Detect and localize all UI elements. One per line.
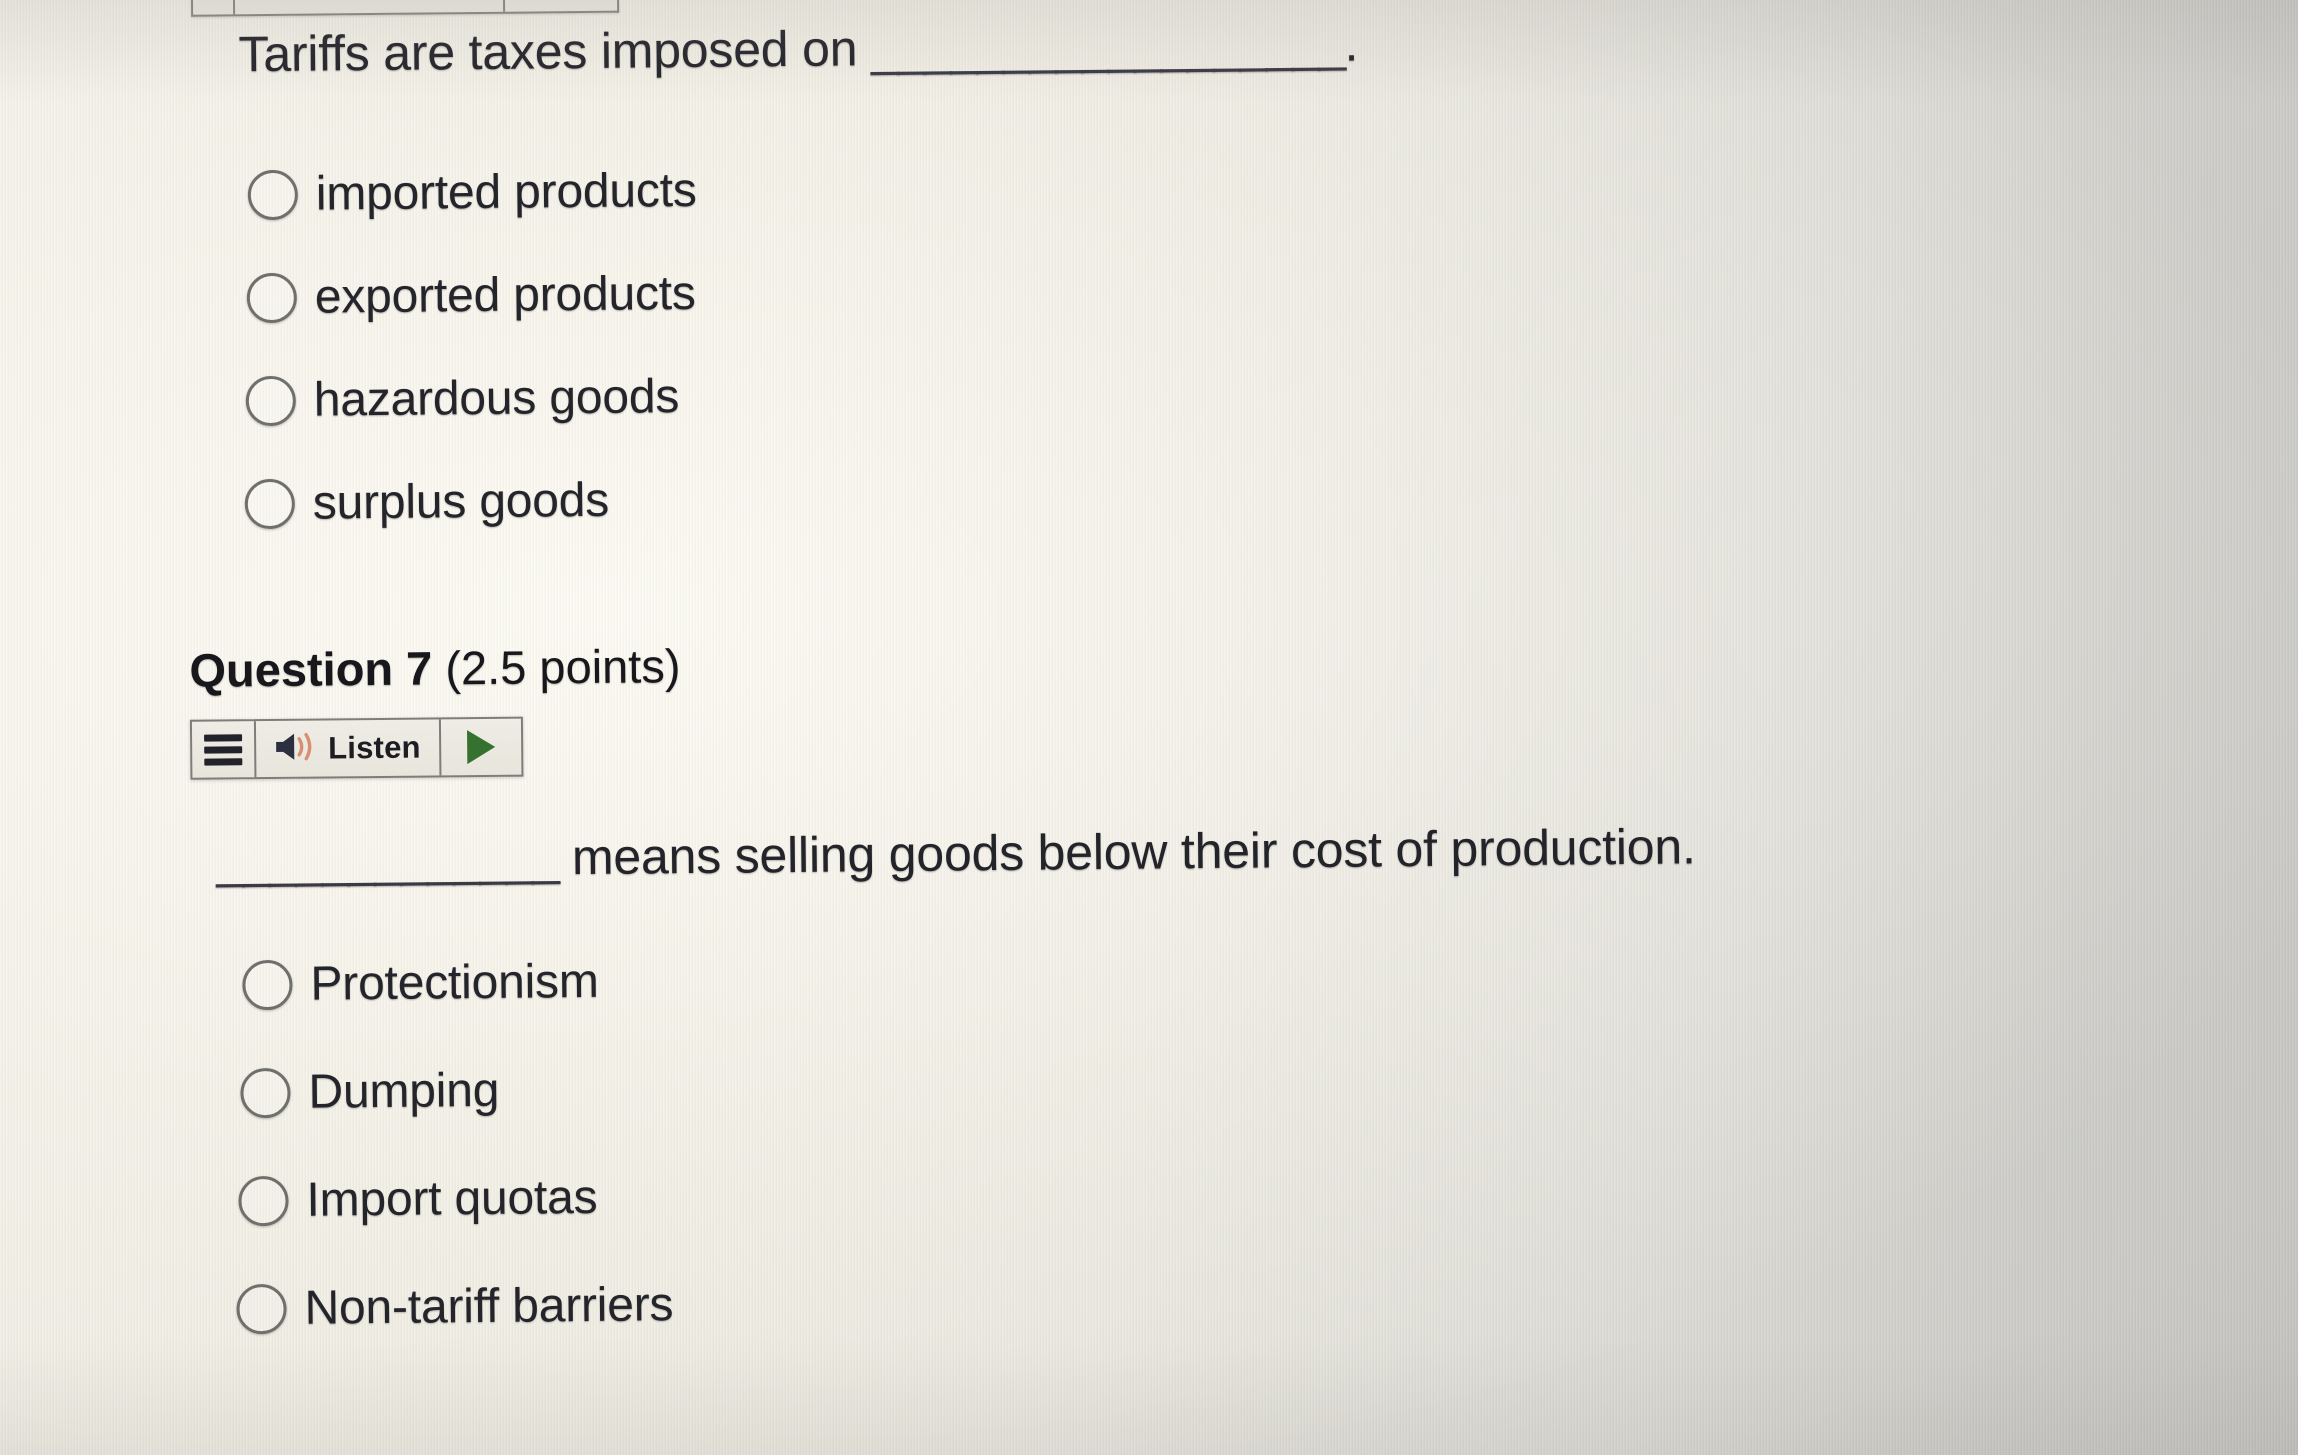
question-6-prompt: Tariffs are taxes imposed on ___________… <box>238 16 1358 83</box>
question-7-number: Question 7 <box>189 641 433 697</box>
question-7-option-0[interactable]: Protectionism <box>242 954 599 1011</box>
listen-label: Listen <box>328 729 421 766</box>
radio-button[interactable] <box>240 1067 291 1119</box>
question-7-prompt-text: means selling goods below their cost of … <box>571 818 1696 886</box>
listen-toolbar[interactable]: Listen <box>189 716 523 780</box>
option-label: Non-tariff barriers <box>304 1278 674 1335</box>
radio-button[interactable] <box>236 1283 287 1335</box>
question-6-option-2[interactable]: hazardous goods <box>245 370 680 427</box>
toolbar-divider <box>232 0 236 15</box>
question-7-points: (2.5 points) <box>445 639 681 695</box>
hamburger-icon <box>204 733 243 766</box>
radio-button[interactable] <box>238 1175 289 1227</box>
question-6-option-0[interactable]: imported products <box>247 163 697 221</box>
question-6-period: . <box>1344 15 1359 72</box>
option-label: Dumping <box>308 1063 500 1119</box>
question-6-option-1[interactable]: exported products <box>246 266 696 324</box>
play-triangle-icon <box>466 729 495 765</box>
option-label: Protectionism <box>310 954 599 1011</box>
question-7-option-1[interactable]: Dumping <box>240 1063 500 1119</box>
question-7-option-3[interactable]: Non-tariff barriers <box>236 1278 674 1335</box>
question-7-prompt: _____________ means selling goods below … <box>216 818 1696 888</box>
radio-button[interactable] <box>245 375 297 427</box>
option-label: surplus goods <box>312 473 610 530</box>
play-button[interactable] <box>440 719 521 776</box>
question-6-option-3[interactable]: surplus goods <box>244 473 610 530</box>
radio-button[interactable] <box>242 959 293 1011</box>
toolbar-divider <box>502 0 506 12</box>
question-7-header: Question 7 (2.5 points) <box>189 638 681 698</box>
top-cutoff-toolbar[interactable] <box>190 0 620 17</box>
option-label: exported products <box>314 266 696 324</box>
toolbar-menu-button[interactable] <box>191 721 257 778</box>
question-7-blank: _____________ <box>215 829 559 889</box>
option-label: Import quotas <box>306 1170 598 1227</box>
listen-button[interactable]: Listen <box>255 719 441 778</box>
question-7-option-2[interactable]: Import quotas <box>238 1170 598 1227</box>
question-6-blank: __________________ <box>870 15 1345 77</box>
radio-button[interactable] <box>244 478 296 530</box>
radio-button[interactable] <box>247 169 299 221</box>
option-label: hazardous goods <box>313 370 680 427</box>
speaker-icon <box>274 729 318 768</box>
question-6-prompt-text: Tariffs are taxes imposed on <box>238 20 858 83</box>
radio-button[interactable] <box>246 272 298 324</box>
option-label: imported products <box>315 163 697 221</box>
